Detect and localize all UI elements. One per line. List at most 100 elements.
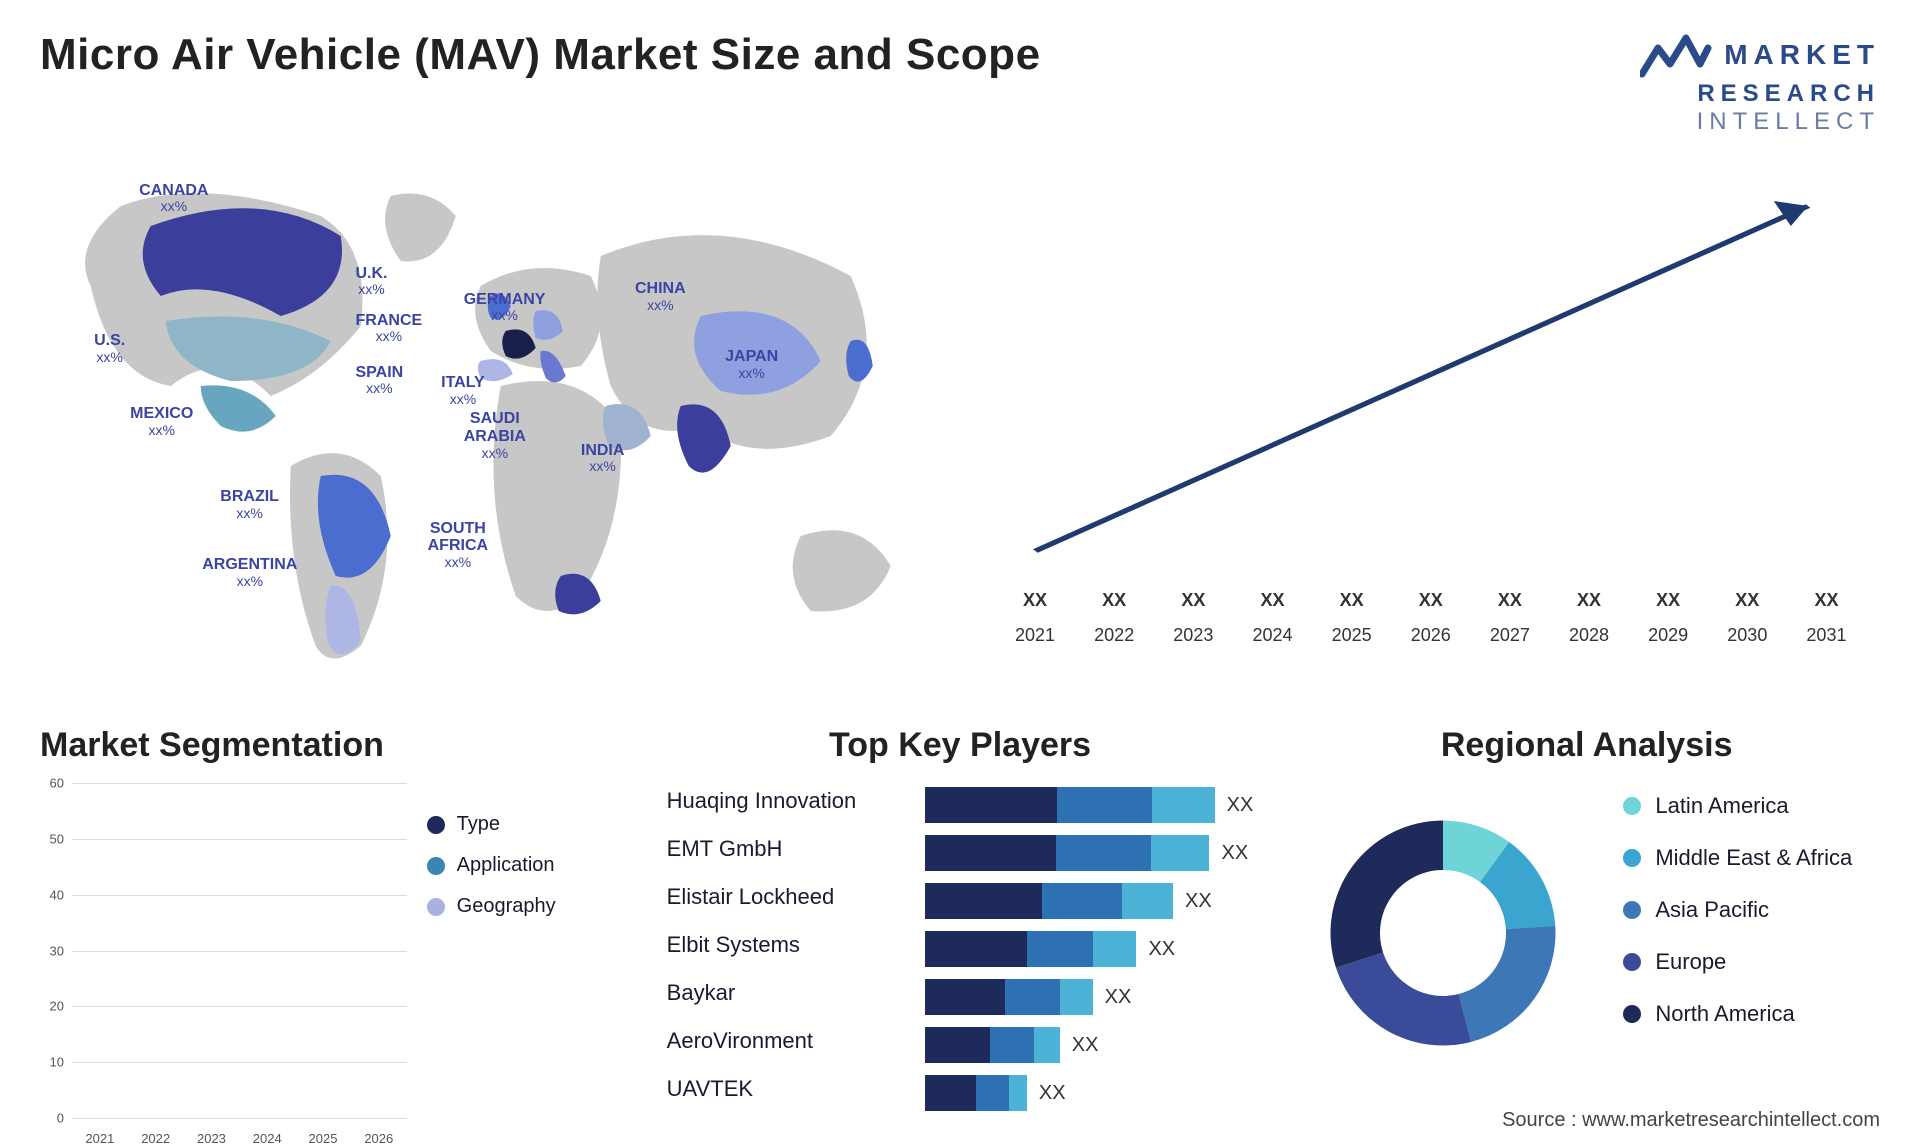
kp-bar-segment	[1027, 931, 1093, 967]
regional-legend-label: North America	[1655, 1001, 1794, 1027]
key-players-chart: XXXXXXXXXXXXXX	[925, 783, 1254, 1146]
kp-bar-segment	[925, 931, 1027, 967]
seg-ytick: 60	[50, 776, 64, 791]
seg-xlabel: 2022	[128, 1131, 184, 1146]
map-label-mexico: MEXICOxx%	[130, 405, 193, 438]
legend-swatch-icon	[1623, 849, 1641, 867]
seg-ytick: 50	[50, 831, 64, 846]
kp-row: XX	[925, 979, 1254, 1015]
kp-value-label: XX	[1105, 986, 1132, 1009]
world-map-panel: CANADAxx%U.S.xx%MEXICOxx%BRAZILxx%ARGENT…	[40, 166, 941, 686]
seg-xlabel: 2021	[72, 1131, 128, 1146]
kp-bar-segment	[1093, 931, 1137, 967]
big-bar-label: XX	[1260, 590, 1284, 611]
big-bar-xlabel: 2023	[1173, 625, 1213, 646]
donut-slice	[1336, 952, 1471, 1045]
kp-value-label: XX	[1072, 1034, 1099, 1057]
big-bar-label: XX	[1419, 590, 1443, 611]
page-title: Micro Air Vehicle (MAV) Market Size and …	[40, 30, 1041, 80]
kp-value-label: XX	[1222, 842, 1249, 865]
header: Micro Air Vehicle (MAV) Market Size and …	[40, 30, 1880, 136]
big-bar-2024: XX2024	[1239, 590, 1306, 646]
kp-value-label: XX	[1148, 938, 1175, 961]
regional-legend-item: Asia Pacific	[1623, 897, 1852, 923]
big-bar-label: XX	[1023, 590, 1047, 611]
seg-legend-item: Geography	[427, 895, 627, 918]
big-bar-xlabel: 2021	[1015, 625, 1055, 646]
map-label-south_africa: SOUTHAFRICAxx%	[428, 520, 488, 571]
seg-xlabel: 2025	[295, 1131, 351, 1146]
big-bar-label: XX	[1340, 590, 1364, 611]
seg-ytick: 0	[57, 1111, 64, 1126]
brand-line1: MARKET	[1724, 39, 1880, 71]
map-label-brazil: BRAZILxx%	[220, 488, 279, 521]
kp-row: XX	[925, 787, 1254, 823]
regional-donut-chart	[1293, 783, 1593, 1083]
regional-legend-item: Middle East & Africa	[1623, 845, 1852, 871]
key-players-panel: Top Key Players Huaqing Innovation EMT Gm…	[667, 726, 1254, 1146]
kp-row: XX	[925, 931, 1254, 967]
legend-swatch-icon	[1623, 901, 1641, 919]
regional-legend-label: Latin America	[1655, 793, 1788, 819]
big-bar-2025: XX2025	[1318, 590, 1385, 646]
big-bar-xlabel: 2031	[1806, 625, 1846, 646]
kp-bar-segment	[925, 835, 1056, 871]
map-country-mexico	[201, 385, 276, 431]
regional-legend-item: North America	[1623, 1001, 1852, 1027]
kp-name: Huaqing Innovation	[667, 783, 907, 819]
legend-swatch-icon	[1623, 1005, 1641, 1023]
kp-bar-segment	[1060, 979, 1093, 1015]
big-bar-label: XX	[1814, 590, 1838, 611]
brand-line3: INTELLECT	[1697, 108, 1880, 135]
big-bar-2030: XX2030	[1714, 590, 1781, 646]
legend-swatch-icon	[1623, 797, 1641, 815]
seg-legend-item: Type	[427, 813, 627, 836]
brand-logo: MARKET RESEARCH INTELLECT	[1640, 30, 1880, 136]
legend-swatch-icon	[427, 816, 445, 834]
kp-bar-segment	[925, 1027, 991, 1063]
seg-legend-item: Application	[427, 854, 627, 877]
kp-name: Elistair Lockheed	[667, 879, 907, 915]
big-bar-label: XX	[1498, 590, 1522, 611]
kp-bar-segment	[1057, 787, 1151, 823]
kp-bar-segment	[1056, 835, 1151, 871]
regional-legend: Latin America Middle East & Africa Asia Pa…	[1623, 783, 1852, 1027]
big-bar-label: XX	[1577, 590, 1601, 611]
kp-name: EMT GmbH	[667, 831, 907, 867]
map-label-spain: SPAINxx%	[356, 364, 404, 397]
seg-legend-label: Type	[457, 813, 500, 836]
kp-name: Elbit Systems	[667, 927, 907, 963]
bottom-row: Market Segmentation 0102030405060 202120…	[40, 726, 1880, 1146]
big-bar-xlabel: 2022	[1094, 625, 1134, 646]
kp-bar-segment	[1151, 835, 1209, 871]
segmentation-title: Market Segmentation	[40, 726, 627, 765]
kp-bar-segment	[1009, 1075, 1027, 1111]
donut-slice	[1459, 926, 1556, 1042]
legend-swatch-icon	[427, 857, 445, 875]
legend-swatch-icon	[1623, 953, 1641, 971]
kp-value-label: XX	[1227, 794, 1254, 817]
kp-name: UAVTEK	[667, 1071, 907, 1107]
seg-xlabel: 2024	[239, 1131, 295, 1146]
segmentation-panel: Market Segmentation 0102030405060 202120…	[40, 726, 627, 1146]
seg-legend-label: Geography	[457, 895, 556, 918]
brand-mark-icon	[1640, 30, 1712, 80]
big-bar-2031: XX 2031	[1793, 590, 1860, 646]
map-label-us: U.S.xx%	[94, 332, 125, 365]
key-players-title: Top Key Players	[667, 726, 1254, 765]
regional-legend-item: Latin America	[1623, 793, 1852, 819]
seg-ytick: 30	[50, 943, 64, 958]
segmentation-chart: 0102030405060 202120222023202420252026	[40, 783, 407, 1146]
kp-row: XX	[925, 835, 1254, 871]
big-bar-label: XX	[1181, 590, 1205, 611]
big-bar-label: XX	[1656, 590, 1680, 611]
seg-ytick: 40	[50, 887, 64, 902]
regional-panel: Regional Analysis Latin AmericaMiddle Ea…	[1293, 726, 1880, 1146]
market-size-chart: XX2021XX2022XX2023XX2024XX2025XX2026XX20…	[981, 166, 1880, 686]
seg-xlabel: 2023	[184, 1131, 240, 1146]
brand-line2: RESEARCH	[1697, 80, 1880, 107]
map-label-china: CHINAxx%	[635, 280, 686, 313]
kp-bar-segment	[990, 1027, 1034, 1063]
big-bar-xlabel: 2030	[1727, 625, 1767, 646]
map-label-france: FRANCExx%	[356, 312, 423, 345]
